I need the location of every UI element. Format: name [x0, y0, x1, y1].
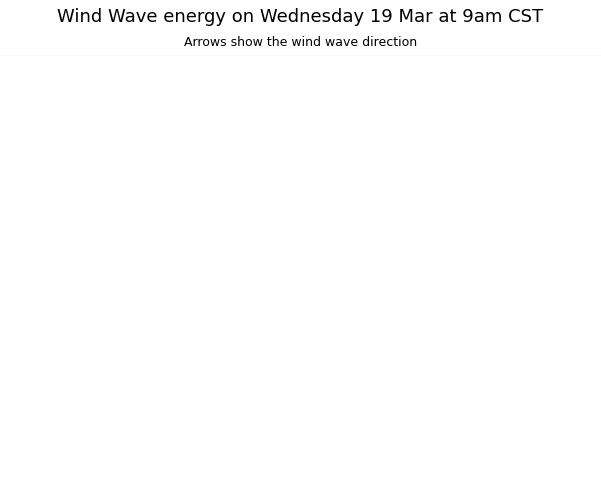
Text: Wind Wave energy on Wednesday 19 Mar at 9am CST: Wind Wave energy on Wednesday 19 Mar at … [58, 8, 543, 26]
Text: cartopy required: cartopy required [243, 265, 358, 279]
Text: Arrows show the wind wave direction: Arrows show the wind wave direction [184, 36, 417, 49]
